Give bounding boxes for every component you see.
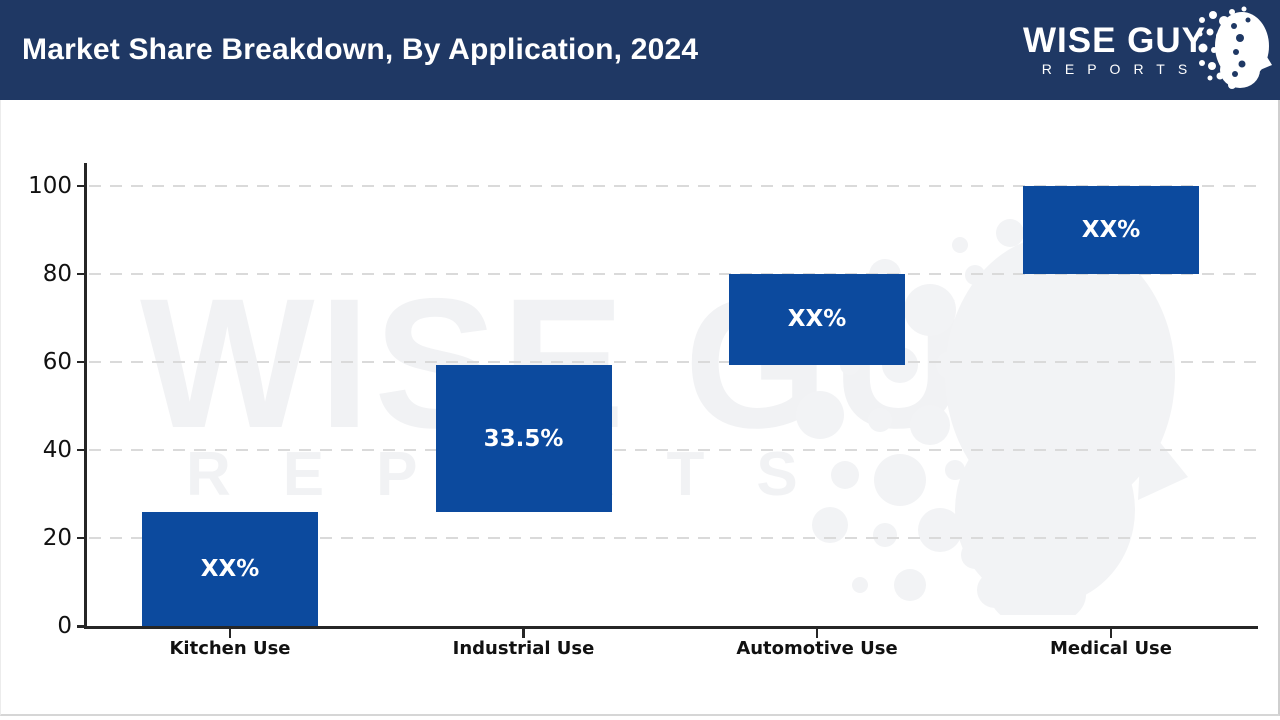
bar-value-label: 33.5% [483, 425, 564, 452]
bar-medical-use: XX% [1023, 185, 1199, 275]
logo-text: WISE GUY REPORTS [1022, 20, 1206, 77]
x-tick-mark-3 [1109, 629, 1113, 638]
x-category-label: Industrial Use [452, 638, 595, 659]
logo-head-icon [1197, 6, 1272, 89]
y-tick-mark-40 [77, 448, 86, 452]
bar-automotive-use: XX% [729, 274, 905, 365]
bar-industrial-use: 33.5% [435, 364, 612, 513]
y-tick-mark-100 [77, 184, 86, 187]
logo-subtitle: REPORTS [1041, 60, 1201, 77]
watermark-head-dots-icon [796, 217, 1188, 615]
content-frame [0, 100, 1280, 716]
y-tick-label: 0 [57, 613, 72, 639]
page-title: Market Share Breakdown, By Application, … [22, 33, 699, 66]
bar-value-label: XX% [787, 306, 847, 333]
x-category-label: Kitchen Use [169, 638, 291, 659]
logo-wordmark: WISE GUY [1022, 20, 1206, 60]
bar-value-label: XX% [1081, 216, 1141, 243]
y-axis-line [84, 163, 87, 629]
header-bar: Market Share Breakdown, By Application, … [0, 0, 1280, 100]
bar-value-label: XX% [200, 556, 260, 583]
y-tick-mark-80 [77, 272, 86, 276]
gridline-40 [89, 448, 1262, 451]
x-category-label: Automotive Use [736, 638, 898, 659]
y-tick-label: 40 [42, 436, 72, 463]
y-tick-label: 60 [42, 348, 72, 375]
x-category-label: Medical Use [1050, 638, 1172, 659]
x-axis-line [84, 626, 1258, 629]
gridline-20 [89, 536, 1262, 539]
gridline-100 [89, 184, 1262, 187]
x-tick-mark-2 [815, 629, 819, 638]
gridline-80 [89, 272, 1262, 275]
y-tick-label: 100 [28, 172, 72, 199]
gridline-60 [89, 360, 1262, 363]
y-tick-mark-20 [77, 536, 86, 540]
x-tick-mark-1 [522, 629, 525, 638]
x-tick-mark-0 [228, 629, 232, 638]
bar-kitchen-use: XX% [142, 512, 318, 626]
y-tick-mark-0 [77, 625, 86, 628]
wiseguy-logo: WISE GUY REPORTS [1023, 6, 1272, 92]
y-tick-label: 80 [42, 260, 72, 287]
y-tick-mark-60 [77, 360, 86, 364]
y-tick-label: 20 [42, 524, 72, 551]
